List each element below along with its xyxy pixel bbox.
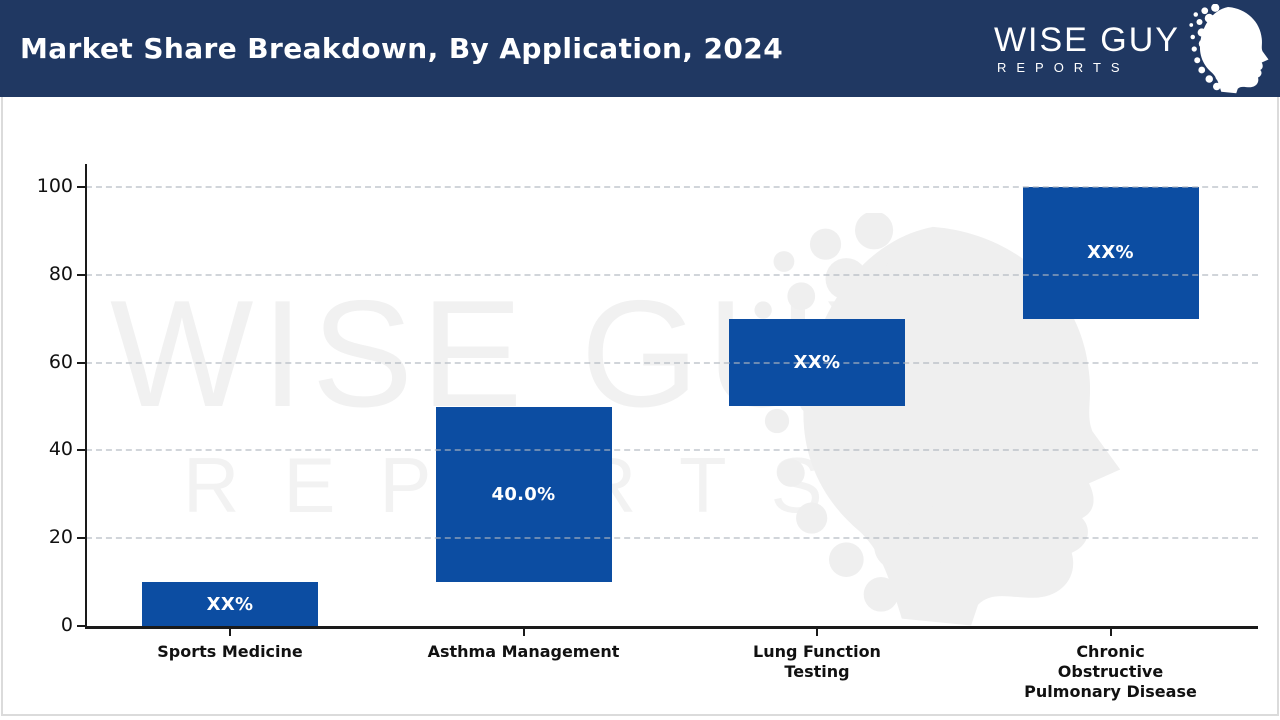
y-tick-60 bbox=[77, 361, 86, 364]
x-tick-sports-medicine bbox=[229, 629, 231, 636]
bar-value-text: 40.0% bbox=[491, 483, 556, 505]
x-tick-chronic-obstructive-pulmonary-disease bbox=[1109, 629, 1112, 636]
x-label-asthma-management: Asthma Management bbox=[374, 642, 674, 662]
wise-guy-logo: WISE GUY REPORTS bbox=[994, 3, 1270, 94]
page-title: Market Share Breakdown, By Application, … bbox=[20, 32, 784, 65]
y-tick-label-80: 80 bbox=[48, 262, 73, 285]
header-bar: Market Share Breakdown, By Application, … bbox=[0, 0, 1280, 97]
logo-text: WISE GUY REPORTS bbox=[994, 23, 1180, 74]
x-label-line: Chronic bbox=[1076, 642, 1145, 661]
logo-subtitle: REPORTS bbox=[996, 60, 1130, 75]
gridline-20 bbox=[86, 537, 1258, 540]
bar-value-label-sports-medicine: XX% bbox=[142, 582, 318, 626]
y-tick-80 bbox=[77, 273, 86, 276]
y-tick-label-40: 40 bbox=[48, 438, 73, 461]
gridline-100 bbox=[86, 186, 1258, 188]
logo-name: WISE GUY bbox=[993, 21, 1180, 59]
y-tick-label-20: 20 bbox=[48, 526, 73, 549]
bar-value-text: XX% bbox=[206, 593, 254, 615]
x-label-lung-function-testing: Lung Function Testing bbox=[667, 642, 967, 682]
y-tick-100 bbox=[77, 186, 86, 188]
x-label-line: Pulmonary Disease bbox=[1024, 682, 1197, 701]
bar-chronic-obstructive-pulmonary-disease bbox=[1022, 187, 1199, 319]
gridline-80 bbox=[86, 273, 1258, 276]
x-tick-lung-function-testing bbox=[816, 629, 818, 636]
bar-value-label-lung-function-testing: XX% bbox=[729, 319, 905, 407]
x-label-line: Asthma Management bbox=[427, 642, 620, 661]
y-tick-label-100: 100 bbox=[36, 175, 73, 197]
x-label-chronic-obstructive-pulmonary-disease: Chronic Obstructive Pulmonary Disease bbox=[961, 642, 1261, 702]
x-label-line: Lung Function bbox=[753, 642, 881, 661]
y-tick-label-0: 0 bbox=[60, 614, 73, 636]
x-label-sports-medicine: Sports Medicine bbox=[80, 642, 380, 662]
x-label-line: Obstructive bbox=[1057, 662, 1164, 681]
gridline-40 bbox=[86, 449, 1258, 452]
x-label-line: Testing bbox=[784, 662, 850, 681]
x-axis-line bbox=[85, 626, 1258, 629]
y-axis-line bbox=[85, 164, 87, 629]
gridline-60 bbox=[86, 361, 1258, 364]
y-tick-20 bbox=[77, 537, 86, 540]
x-tick-asthma-management bbox=[522, 629, 525, 636]
plot-area: 0 20 40 60 80 100 XX% Sports Medicine 40.0% Asthm… bbox=[0, 97, 1280, 720]
bar-sports-medicine bbox=[142, 582, 318, 626]
bar-value-text: XX% bbox=[1087, 242, 1134, 264]
x-label-line: Sports Medicine bbox=[157, 642, 303, 661]
bar-asthma-management bbox=[435, 406, 612, 583]
y-tick-label-60: 60 bbox=[48, 350, 73, 373]
bar-value-text: XX% bbox=[793, 352, 841, 374]
bar-value-label-asthma-management: 40.0% bbox=[436, 407, 612, 583]
dotted-head-profile-icon bbox=[1186, 3, 1270, 94]
y-tick-40 bbox=[77, 449, 86, 452]
bar-value-label-chronic-obstructive-pulmonary-disease: XX% bbox=[1023, 187, 1199, 319]
y-tick-0 bbox=[77, 625, 86, 627]
